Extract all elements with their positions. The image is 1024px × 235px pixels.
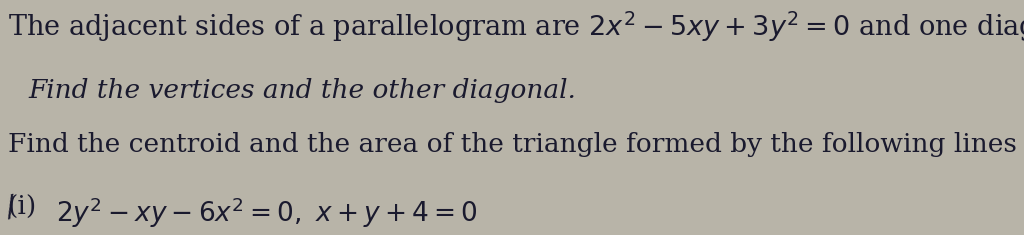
Text: /: /	[4, 193, 18, 222]
Text: Find the centroid and the area of the triangle formed by the following lines: Find the centroid and the area of the tr…	[8, 132, 1017, 157]
Text: The adjacent sides of a parallelogram are $2x^2-5xy+3y^2=0$ and one diagon: The adjacent sides of a parallelogram ar…	[8, 9, 1024, 44]
Text: $2y^2-xy-6x^2=0,\ x+y+4=0$: $2y^2-xy-6x^2=0,\ x+y+4=0$	[56, 195, 478, 230]
Text: (i): (i)	[8, 195, 38, 220]
Text: Find the vertices and the other diagonal.: Find the vertices and the other diagonal…	[29, 78, 577, 102]
